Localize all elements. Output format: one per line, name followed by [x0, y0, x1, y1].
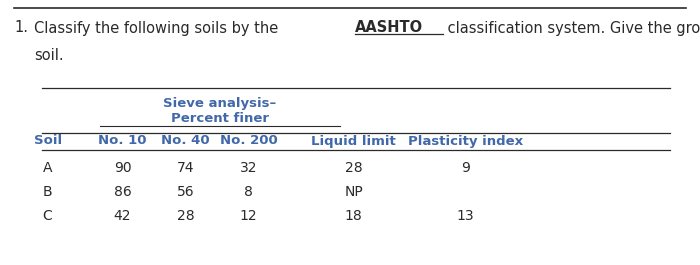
Text: No. 200: No. 200 [220, 135, 277, 148]
Text: 90: 90 [113, 161, 132, 175]
Text: AASHTO: AASHTO [355, 20, 423, 36]
Text: soil.: soil. [34, 47, 64, 63]
Text: 74: 74 [176, 161, 195, 175]
Text: 18: 18 [344, 209, 363, 223]
Text: 12: 12 [239, 209, 258, 223]
Text: 28: 28 [176, 209, 195, 223]
Text: 1.: 1. [14, 20, 28, 36]
Text: NP: NP [344, 185, 363, 199]
Text: B: B [43, 185, 52, 199]
Text: 28: 28 [344, 161, 363, 175]
Text: classification system. Give the group index for each: classification system. Give the group in… [443, 20, 700, 36]
Text: 9: 9 [461, 161, 470, 175]
Text: No. 10: No. 10 [98, 135, 147, 148]
Text: 42: 42 [113, 209, 132, 223]
Text: 56: 56 [176, 185, 195, 199]
Text: Classify the following soils by the: Classify the following soils by the [34, 20, 283, 36]
Text: Percent finer: Percent finer [171, 112, 269, 125]
Text: Sieve analysis–: Sieve analysis– [163, 96, 276, 109]
Text: 13: 13 [456, 209, 475, 223]
Text: A: A [43, 161, 52, 175]
Text: No. 40: No. 40 [161, 135, 210, 148]
Text: Soil: Soil [34, 135, 62, 148]
Text: 32: 32 [239, 161, 258, 175]
Text: 8: 8 [244, 185, 253, 199]
Text: C: C [43, 209, 52, 223]
Text: Plasticity index: Plasticity index [408, 135, 523, 148]
Text: Liquid limit: Liquid limit [311, 135, 396, 148]
Text: 86: 86 [113, 185, 132, 199]
